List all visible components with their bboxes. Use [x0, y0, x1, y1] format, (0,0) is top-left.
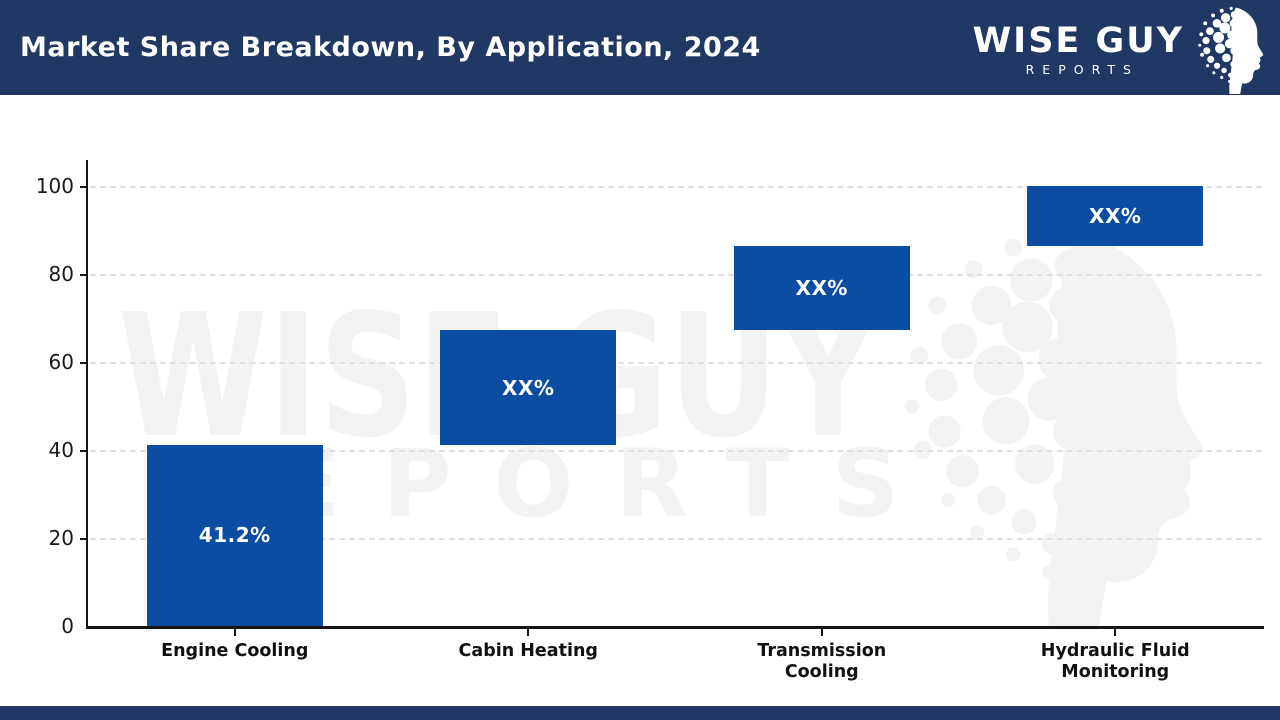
- wiseguy-logo: WISE GUY REPORTS: [973, 6, 1270, 94]
- chart-area: WISE GUY REPORTS 0 20 40 60 80 100 41.2% XX% XX…: [0, 95, 1280, 706]
- bar-value-label: XX%: [502, 375, 555, 400]
- logo-wordmark: WISE GUY: [972, 21, 1184, 62]
- y-tick-label: 0: [61, 614, 74, 638]
- logo-text: WISE GUY REPORTS: [973, 23, 1184, 77]
- bar-value-label: 41.2%: [198, 523, 271, 548]
- x-tick-mark: [820, 628, 823, 636]
- bar-hydraulic-fluid-monitoring: XX%: [1027, 186, 1204, 247]
- x-category-label: Transmission Cooling: [757, 641, 887, 682]
- x-tick-mark: [1114, 628, 1117, 636]
- grid-line: [90, 362, 1262, 364]
- bar-value-label: XX%: [1089, 204, 1142, 229]
- x-category-label: Hydraulic Fluid Monitoring: [1040, 641, 1190, 682]
- wiseguy-head-icon: [1198, 6, 1264, 94]
- x-category-label: Cabin Heating: [458, 641, 598, 661]
- y-tick-label: 80: [48, 262, 74, 286]
- bar-value-label: XX%: [795, 276, 848, 301]
- y-tick-label: 20: [48, 526, 74, 550]
- footer-bar: [0, 706, 1280, 720]
- x-tick-mark: [233, 628, 236, 636]
- bar-transmission-cooling: XX%: [733, 246, 910, 331]
- y-tick-label: 100: [35, 174, 74, 198]
- y-tick-mark: [80, 538, 88, 540]
- y-tick-mark: [80, 450, 88, 452]
- bar-engine-cooling: 41.2%: [146, 444, 323, 626]
- watermark-head-icon: [904, 229, 1204, 630]
- y-tick-mark: [80, 362, 88, 364]
- logo-subtext: REPORTS: [1025, 61, 1139, 77]
- bar-cabin-heating: XX%: [440, 330, 617, 445]
- grid-line: [90, 274, 1262, 276]
- grid-line: [90, 450, 1262, 452]
- grid-line: [90, 186, 1262, 188]
- grid-line: [90, 538, 1262, 540]
- y-tick-mark: [80, 274, 88, 276]
- x-category-label: Engine Cooling: [161, 641, 309, 661]
- y-axis-line: [86, 160, 88, 628]
- y-tick-label: 60: [48, 350, 74, 374]
- page-title: Market Share Breakdown, By Application, …: [20, 32, 761, 63]
- x-axis-line: [86, 626, 1264, 629]
- x-tick-mark: [527, 628, 530, 636]
- header-bar: Market Share Breakdown, By Application, …: [0, 0, 1280, 95]
- y-tick-label: 40: [48, 438, 74, 462]
- y-tick-mark: [80, 186, 88, 188]
